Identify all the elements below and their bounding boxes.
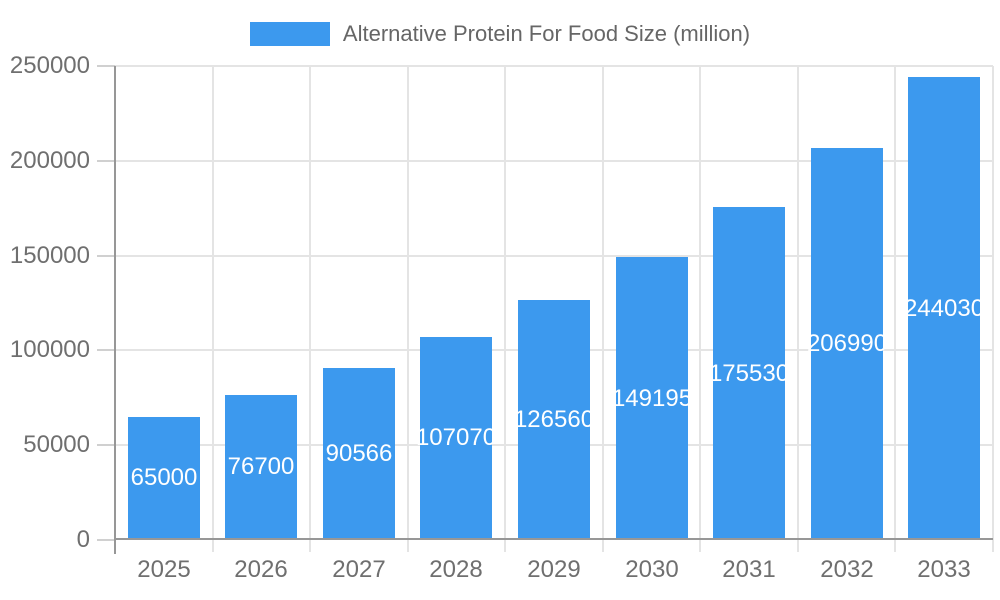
y-axis-tick: [97, 349, 115, 351]
bar: [323, 368, 395, 538]
y-tick-label: 50000: [23, 431, 90, 458]
y-tick-label: 0: [76, 526, 90, 553]
v-gridline: [504, 66, 506, 552]
bar-value-label: 244030: [903, 295, 985, 322]
x-tick-label: 2029: [527, 556, 581, 583]
y-tick-label: 100000: [9, 336, 90, 363]
bar-value-label: 65000: [130, 464, 198, 491]
y-tick-label: 200000: [9, 147, 90, 174]
y-axis-line: [114, 66, 116, 554]
x-tick-label: 2028: [429, 556, 483, 583]
bar: [811, 148, 883, 538]
bar-value-label: 149195: [611, 385, 693, 412]
bar-value-label: 76700: [227, 453, 295, 480]
y-axis-tick: [97, 444, 115, 446]
bar: [518, 300, 590, 538]
x-tick-label: 2033: [917, 556, 971, 583]
bar: [420, 337, 492, 538]
bar-value-label: 126560: [513, 406, 595, 433]
y-axis-tick: [97, 160, 115, 162]
v-gridline: [699, 66, 701, 552]
v-gridline: [602, 66, 604, 552]
x-tick-label: 2030: [625, 556, 679, 583]
v-gridline: [407, 66, 409, 552]
h-gridline: [115, 65, 993, 67]
x-tick-label: 2027: [332, 556, 386, 583]
x-tick-label: 2025: [137, 556, 191, 583]
x-tick-label: 2026: [234, 556, 288, 583]
bar: [128, 417, 200, 538]
x-tick-label: 2032: [820, 556, 874, 583]
legend-swatch: [249, 22, 330, 46]
y-axis-tick: [97, 539, 115, 541]
bar-value-label: 175530: [708, 360, 790, 387]
y-axis-tick: [97, 65, 115, 67]
bar-value-label: 206990: [806, 330, 888, 357]
v-gridline: [797, 66, 799, 552]
chart-legend: Alternative Protein For Food Size (milli…: [0, 21, 1000, 47]
y-axis-tick: [97, 255, 115, 257]
bar: [616, 257, 688, 538]
v-gridline: [992, 66, 994, 552]
bar: [225, 395, 297, 538]
x-axis-line: [115, 538, 993, 540]
v-gridline: [309, 66, 311, 552]
legend-label: Alternative Protein For Food Size (milli…: [342, 21, 751, 46]
y-tick-label: 150000: [9, 242, 90, 269]
bar-value-label: 107070: [415, 424, 497, 451]
bar: [713, 207, 785, 538]
v-gridline: [894, 66, 896, 552]
bar-value-label: 90566: [325, 440, 393, 467]
x-tick-label: 2031: [722, 556, 776, 583]
bar: [908, 77, 980, 538]
v-gridline: [212, 66, 214, 552]
y-tick-label: 250000: [9, 52, 90, 79]
